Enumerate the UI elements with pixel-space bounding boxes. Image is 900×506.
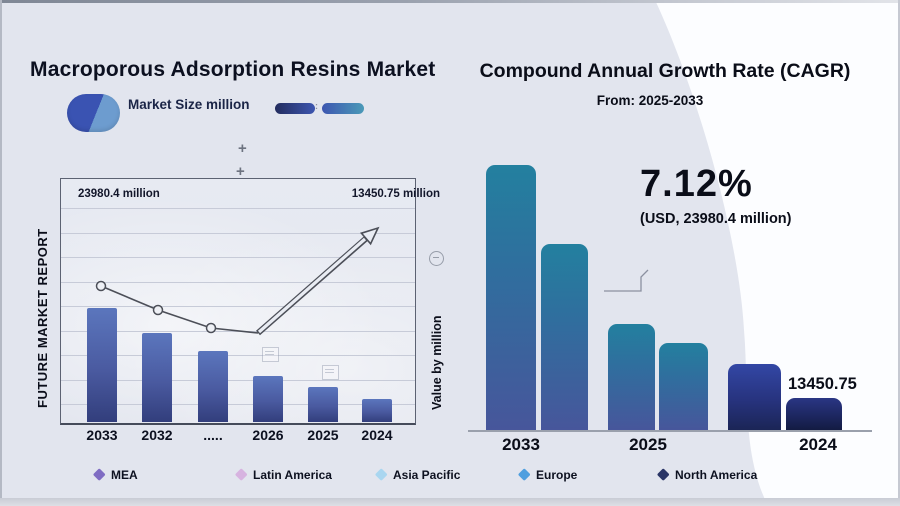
right-end-value: 13450.75: [788, 375, 857, 393]
right-chart-baseline: [468, 430, 872, 432]
left-axis-label-2024: 2024: [361, 427, 393, 443]
legend-label: Latin America: [253, 468, 332, 482]
ratio-pill-right-icon: [322, 103, 364, 114]
legend-label: Europe: [536, 468, 578, 482]
bottom-edge: [0, 498, 900, 506]
right-bar-secondary-2024: [786, 398, 842, 430]
plus-mark-icon: +: [238, 140, 247, 157]
right-axis-label-2024: 2024: [799, 435, 837, 454]
plus-mark-icon: +: [236, 163, 245, 180]
gridline: [61, 355, 415, 356]
left-axis-label-2032: 2032: [141, 427, 173, 443]
left-bar-2025: [308, 387, 338, 422]
right-bar-primary-2024: [728, 364, 781, 430]
legend-label: Asia Pacific: [393, 468, 461, 482]
legend-label: MEA: [111, 468, 138, 482]
left-bar-2026: [253, 376, 283, 422]
cagr-note: (USD, 23980.4 million): [640, 211, 792, 227]
left-axis-label-2026: 2026: [252, 427, 284, 443]
gridline: [61, 306, 415, 307]
cagr-title: Compound Annual Growth Rate (CAGR): [479, 60, 851, 82]
watermark-page-icon: [262, 347, 279, 362]
gridline: [61, 379, 415, 381]
chart-end-value: 13450.75 million: [351, 188, 440, 200]
right-bar-secondary-2033: [541, 244, 588, 430]
left-bar-.....: [198, 351, 228, 422]
left-edge: [0, 0, 2, 506]
y-axis-label: Value by million: [430, 315, 444, 410]
gridline: [61, 208, 415, 209]
legend-diamond-icon: [235, 468, 248, 481]
right-axis-label-2025: 2025: [629, 435, 667, 454]
top-edge: [0, 0, 900, 3]
cagr-value: 7.12%: [640, 163, 753, 205]
left-bar-2024: [362, 399, 392, 422]
left-axis-label-.....: .....: [203, 427, 223, 443]
left-axis-label-2025: 2025: [307, 427, 339, 443]
cagr-subtitle: From: 2025-2033: [596, 93, 704, 108]
left-bar-2033: [87, 308, 117, 422]
gridline: [61, 257, 415, 258]
legend-label: North America: [675, 468, 758, 482]
right-bar-secondary-2025: [659, 343, 708, 430]
gridline: [61, 404, 415, 405]
corner-bracket-decoration: [604, 269, 649, 292]
gridline: [61, 281, 415, 283]
left-bar-2032: [142, 333, 172, 422]
series-label: Market Size million: [128, 97, 250, 112]
page-title: Macroporous Adsorption Resins Market: [30, 58, 436, 81]
chart-start-value: 23980.4 million: [78, 188, 160, 200]
right-bar-primary-2033: [486, 165, 536, 430]
gridline: [61, 232, 415, 234]
legend-diamond-icon: [375, 468, 388, 481]
right-edge: [898, 0, 900, 506]
ratio-pill-left-icon: [275, 103, 315, 114]
right-bar-primary-2025: [608, 324, 655, 430]
legend-diamond-icon: [93, 468, 106, 481]
legend-diamond-icon: [657, 468, 670, 481]
side-watermark-text: FUTURE MARKET REPORT: [35, 228, 50, 408]
legend-diamond-icon: [518, 468, 531, 481]
right-axis-label-2033: 2033: [502, 435, 540, 454]
left-axis-label-2033: 2033: [86, 427, 118, 443]
cylinder-icon: [67, 94, 120, 132]
circled-minus-icon: [429, 251, 444, 266]
watermark-page-icon: [322, 365, 339, 380]
ratio-separator: :: [315, 101, 318, 111]
